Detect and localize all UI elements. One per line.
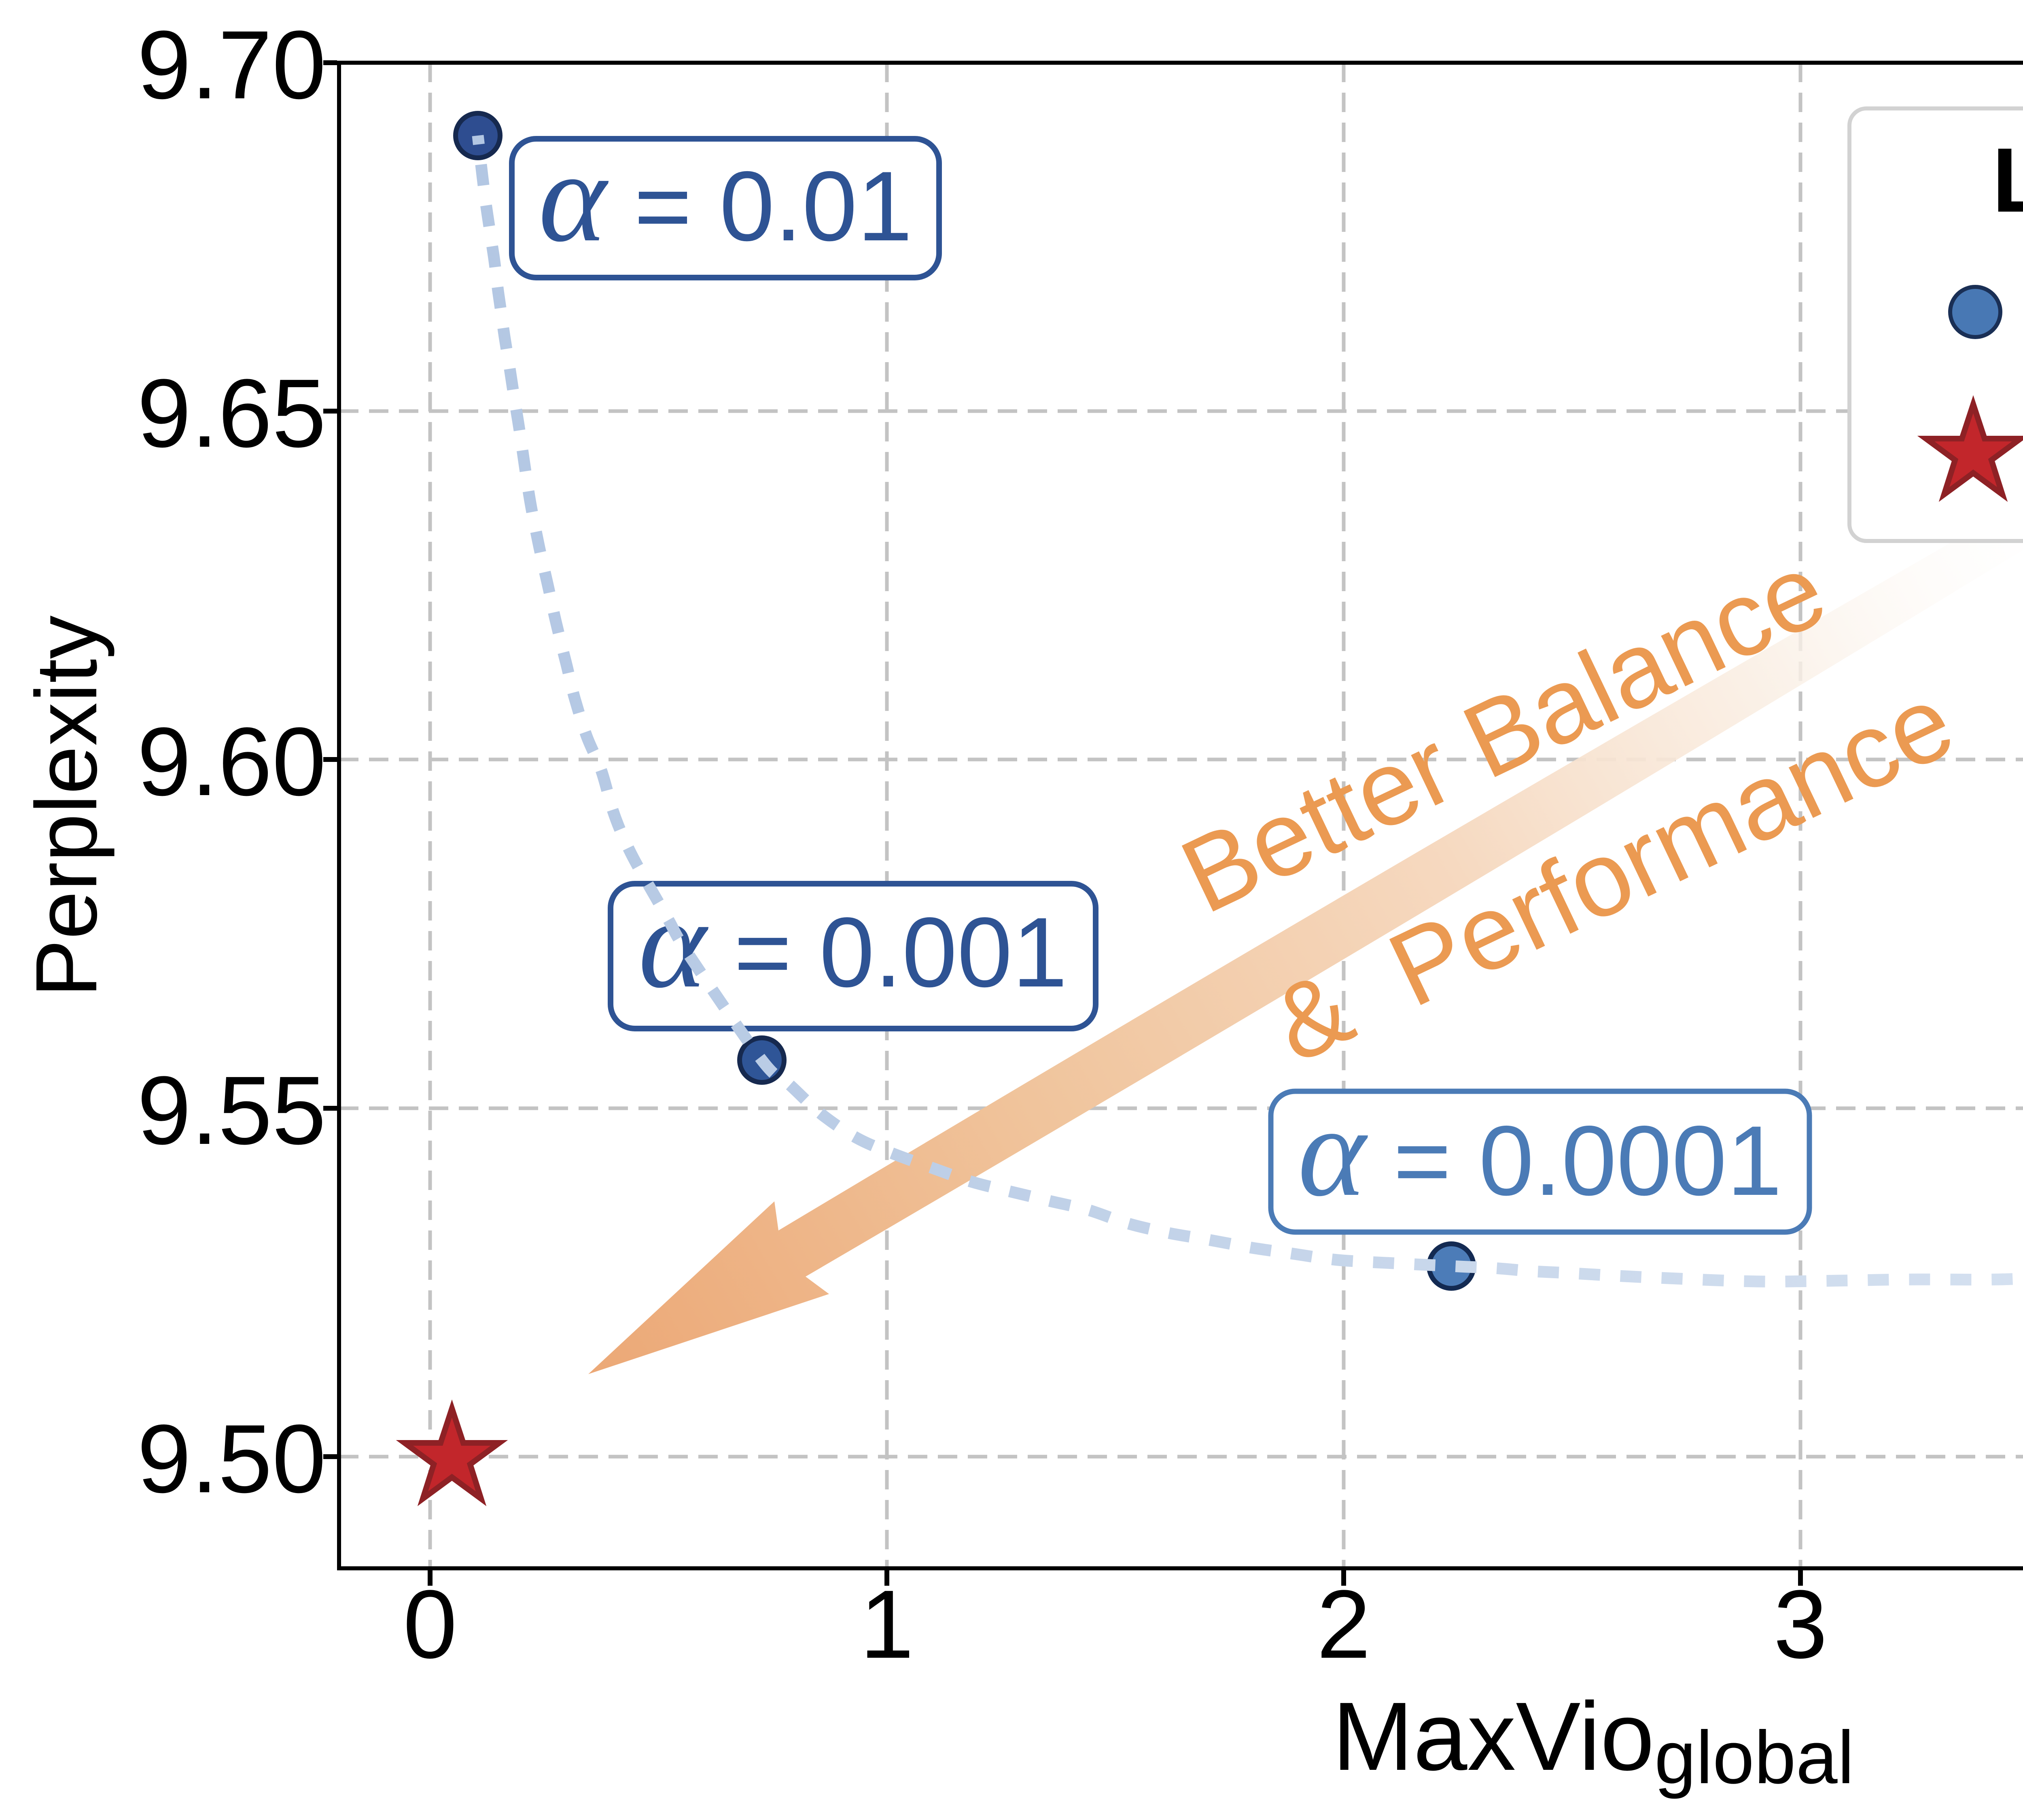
- svg-text:0: 0: [403, 1570, 457, 1678]
- svg-text:Perplexity: Perplexity: [17, 615, 115, 997]
- svg-text:α = 0.0001: α = 0.0001: [1298, 1080, 1782, 1223]
- svg-text:9.50: 9.50: [137, 1404, 326, 1513]
- svg-text:9.55: 9.55: [137, 1056, 326, 1165]
- svg-text:9.65: 9.65: [137, 359, 326, 467]
- svg-text:1: 1: [860, 1570, 914, 1678]
- svg-text:2: 2: [1317, 1570, 1370, 1678]
- svg-text:3: 3: [1773, 1570, 1827, 1678]
- svg-text:MaxVioglobal: MaxVioglobal: [1332, 1682, 1854, 1799]
- svg-text:9.70: 9.70: [137, 11, 326, 119]
- svg-text:α = 0.001: α = 0.001: [638, 872, 1067, 1015]
- svg-text:α = 0.01: α = 0.01: [539, 125, 912, 269]
- svg-text:Load Balancing: Load Balancing: [1992, 129, 2023, 231]
- svg-text:9.60: 9.60: [137, 707, 326, 816]
